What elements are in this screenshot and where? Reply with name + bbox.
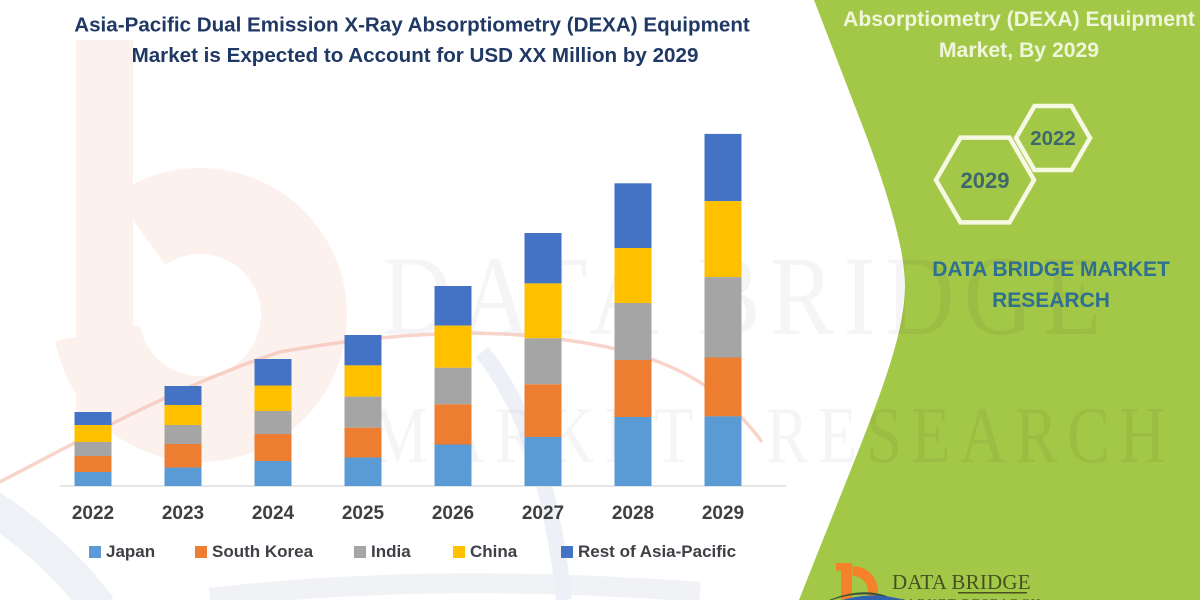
svg-text:DATA BRIDGE MARKET: DATA BRIDGE MARKET — [932, 258, 1170, 281]
svg-text:South Korea: South Korea — [212, 542, 314, 561]
svg-text:2027: 2027 — [522, 503, 564, 524]
svg-text:Absorptiometry (DEXA) Equipmen: Absorptiometry (DEXA) Equipment — [843, 8, 1195, 31]
svg-text:2028: 2028 — [612, 503, 654, 524]
svg-text:2026: 2026 — [432, 503, 474, 524]
svg-text:Asia-Pacific Dual Emission X-R: Asia-Pacific Dual Emission X-Ray Absorpt… — [74, 14, 750, 37]
svg-text:China: China — [470, 542, 518, 561]
svg-text:RESEARCH: RESEARCH — [992, 289, 1110, 312]
svg-text:2022: 2022 — [1030, 127, 1076, 150]
svg-text:Market is Expected to Account: Market is Expected to Account for USD XX… — [132, 44, 699, 67]
svg-text:2029: 2029 — [961, 168, 1010, 193]
svg-text:Rest of Asia-Pacific: Rest of Asia-Pacific — [578, 542, 736, 561]
svg-text:MARKET RESEARCH: MARKET RESEARCH — [893, 596, 1042, 600]
svg-text:Japan: Japan — [106, 542, 155, 561]
svg-text:India: India — [371, 542, 411, 561]
svg-text:2024: 2024 — [252, 503, 295, 524]
svg-text:2023: 2023 — [162, 503, 204, 524]
svg-text:Market, By 2029: Market, By 2029 — [939, 39, 1099, 62]
svg-text:2029: 2029 — [702, 503, 744, 524]
svg-text:DATA BRIDGE: DATA BRIDGE — [892, 570, 1031, 594]
svg-text:2025: 2025 — [342, 503, 385, 524]
svg-text:2022: 2022 — [72, 503, 114, 524]
